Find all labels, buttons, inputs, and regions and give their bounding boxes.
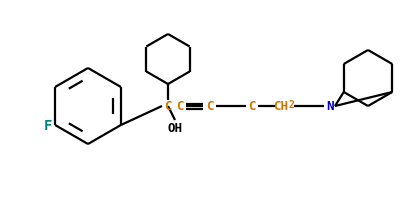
Text: C: C [206,100,214,113]
Text: N: N [326,100,334,113]
Text: C: C [248,100,256,113]
Text: F: F [44,118,52,132]
Text: 2: 2 [288,100,294,110]
Text: C: C [176,100,184,113]
Text: C: C [164,100,172,113]
Text: OH: OH [168,122,183,135]
Text: CH: CH [274,100,289,113]
